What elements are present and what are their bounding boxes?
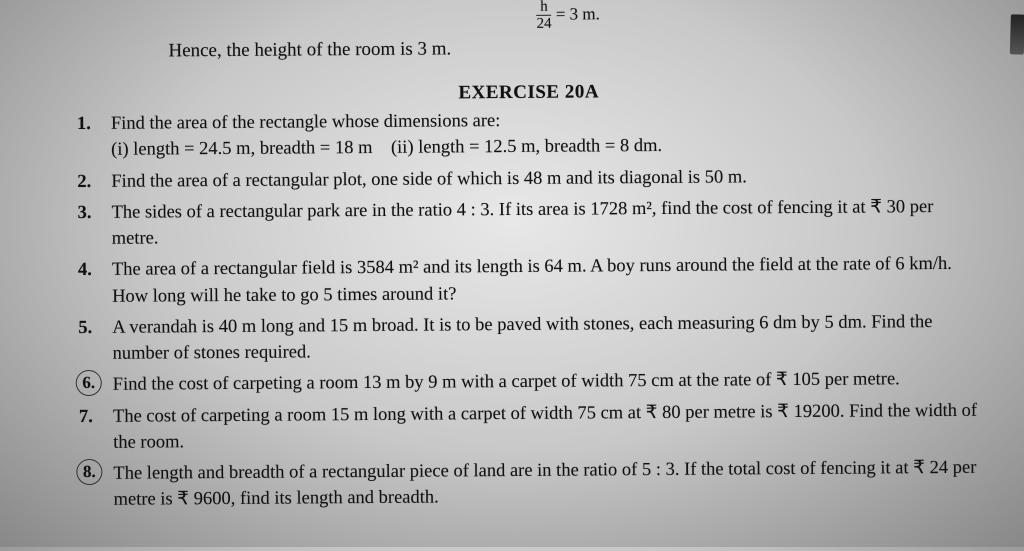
- hence-line: Hence, the height of the room is 3 m.: [168, 35, 980, 63]
- question-7: The cost of carpeting a room 15 m long w…: [79, 397, 983, 456]
- sub-label-ii: (ii): [391, 138, 414, 158]
- question-text: Find the area of the rectangle whose dim…: [111, 111, 501, 134]
- question-8: The length and breadth of a rectangular …: [79, 455, 983, 514]
- question-2: Find the area of a rectangular plot, one…: [77, 162, 981, 195]
- fraction-rhs: = 3 m.: [556, 4, 600, 23]
- sub-label-i: (i): [111, 140, 129, 160]
- question-6: Find the cost of carpeting a room 13 m b…: [79, 366, 983, 399]
- fraction-numerator: h: [536, 0, 551, 15]
- question-1: Find the area of the rectangle whose dim…: [77, 105, 981, 164]
- question-text: Find the cost of carpeting a room 13 m b…: [113, 370, 900, 395]
- question-1-subs: (i) length = 24.5 m, breadth = 18 m (ii)…: [111, 131, 981, 163]
- question-5: A verandah is 40 m long and 15 m broad. …: [78, 309, 982, 368]
- fraction-line: h 24 = 3 m.: [116, 0, 1020, 35]
- question-text: A verandah is 40 m long and 15 m broad. …: [112, 312, 932, 364]
- question-3: The sides of a rectangular park are in t…: [77, 194, 981, 253]
- sub-ii-text: length = 12.5 m, breadth = 8 dm.: [418, 136, 662, 158]
- question-list: Find the area of the rectangle whose dim…: [77, 105, 984, 514]
- fraction: h 24: [536, 0, 551, 32]
- question-text: The area of a rectangular field is 3584 …: [112, 254, 952, 306]
- fraction-denominator: 24: [537, 15, 552, 32]
- exercise-title: EXERCISE 20A: [77, 79, 981, 107]
- question-4: The area of a rectangular field is 3584 …: [78, 251, 982, 310]
- question-text: The cost of carpeting a room 15 m long w…: [113, 400, 977, 452]
- page-edge-shadow: [1010, 14, 1024, 54]
- question-text: The length and breadth of a rectangular …: [113, 458, 976, 510]
- page: h 24 = 3 m. Hence, the height of the roo…: [0, 0, 1024, 551]
- sub-i-text: length = 24.5 m, breadth = 18 m: [133, 138, 372, 160]
- question-text: The sides of a rectangular park are in t…: [111, 197, 933, 249]
- question-text: Find the area of a rectangular plot, one…: [111, 167, 747, 191]
